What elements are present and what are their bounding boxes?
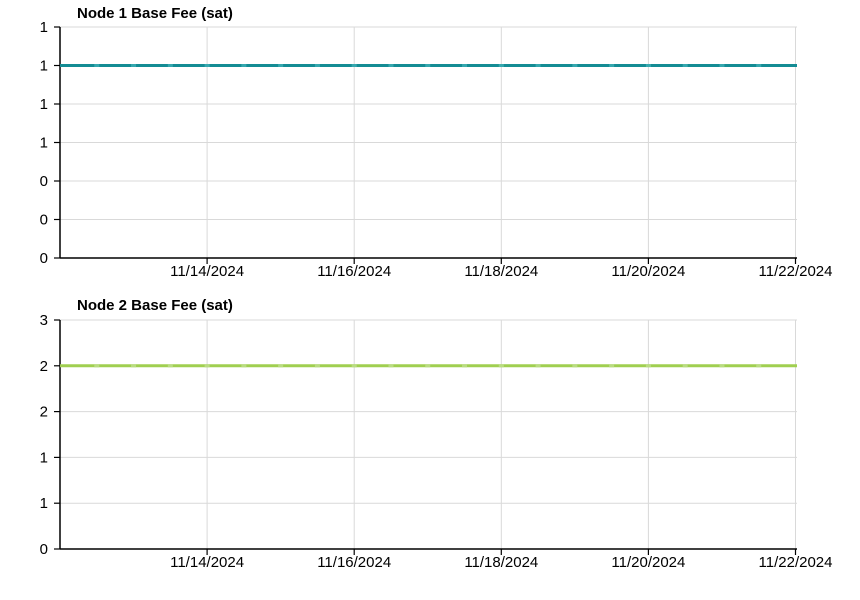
y-tick-label: 1 [40,449,48,466]
data-point-marker [314,364,320,368]
data-point-marker [314,64,320,67]
x-tick-label: 11/16/2024 [317,554,391,571]
data-point-marker [351,64,357,67]
y-tick-label: 1 [40,135,48,152]
data-point-marker [572,364,578,368]
x-tick-label: 11/18/2024 [464,554,538,571]
x-tick-label: 11/18/2024 [464,263,538,280]
data-point-marker [351,364,357,368]
data-point-marker [167,64,173,67]
data-point-marker [278,64,284,67]
x-tick-label: 11/14/2024 [170,263,244,280]
data-point-marker [241,364,247,368]
x-tick-label: 11/22/2024 [759,263,833,280]
data-point-marker [241,64,247,67]
data-point-marker [94,64,100,67]
y-tick-label: 1 [40,58,48,75]
data-point-marker [204,364,210,368]
chart-title-node1: Node 1 Base Fee (sat) [77,5,233,22]
data-point-marker [425,64,431,67]
data-point-marker [462,364,468,368]
x-tick-label: 11/16/2024 [317,263,391,280]
data-point-marker [94,364,100,368]
x-tick-label: 11/20/2024 [611,263,685,280]
data-point-marker [167,364,173,368]
y-tick-label: 0 [40,541,48,558]
y-tick-label: 1 [40,19,48,36]
data-point-marker [535,364,541,368]
x-tick-label: 11/14/2024 [170,554,244,571]
y-tick-label: 0 [40,212,48,229]
y-tick-label: 3 [40,312,48,329]
data-point-marker [682,364,688,368]
data-point-marker [498,364,504,368]
data-point-marker [388,364,394,368]
data-point-marker [535,64,541,67]
data-point-marker [278,364,284,368]
y-tick-label: 0 [40,173,48,190]
y-tick-label: 2 [40,404,48,421]
chart-title-node2: Node 2 Base Fee (sat) [77,297,233,314]
x-tick-label: 11/20/2024 [611,554,685,571]
y-tick-label: 0 [40,250,48,267]
data-point-marker [756,64,762,67]
data-point-marker [131,364,137,368]
y-tick-label: 1 [40,96,48,113]
data-point-marker [425,364,431,368]
data-point-marker [388,64,394,67]
y-tick-label: 2 [40,358,48,375]
data-point-marker [462,64,468,67]
data-point-marker [204,64,210,67]
x-tick-label: 11/22/2024 [759,554,833,571]
data-point-marker [756,364,762,368]
data-point-marker [682,64,688,67]
data-point-marker [572,64,578,67]
data-point-marker [719,364,725,368]
data-point-marker [719,64,725,67]
data-point-marker [131,64,137,67]
data-point-marker [645,364,651,368]
data-point-marker [609,364,615,368]
data-point-marker [609,64,615,67]
data-point-marker [645,64,651,67]
data-point-marker [498,64,504,67]
y-tick-label: 1 [40,495,48,512]
